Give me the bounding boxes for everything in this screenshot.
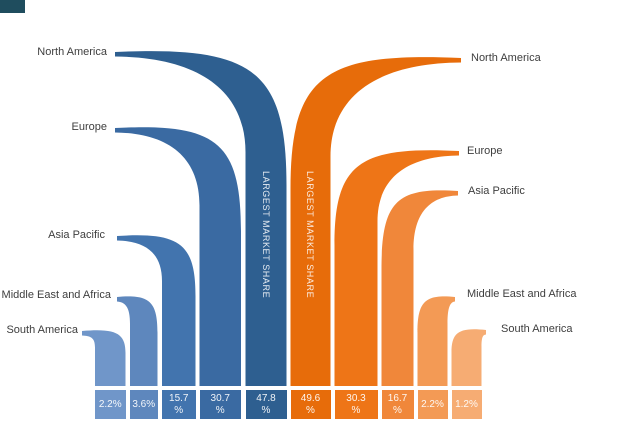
petal-left-south-america — [82, 330, 126, 386]
region-label-right-middle-east-and-africa: Middle East and Africa — [467, 288, 577, 300]
caption-left-column: LARGEST MARKET SHARE — [261, 171, 271, 299]
band-cell-right-south-america: 1.2% — [451, 390, 482, 419]
band-cell-left-europe: 30.7 % — [199, 390, 241, 419]
region-label-right-north-america: North America — [471, 52, 541, 64]
band-cell-left-south-america: 2.2% — [95, 390, 126, 419]
region-label-right-europe: Europe — [467, 145, 503, 157]
caption-right-column: LARGEST MARKET SHARE — [305, 171, 315, 299]
petal-left-middle-east-and-africa — [117, 296, 158, 386]
region-label-right-south-america: South America — [501, 323, 573, 335]
petal-left-north-america — [115, 51, 287, 386]
region-label-left-europe: Europe — [71, 121, 107, 133]
petal-right-south-america — [451, 329, 486, 386]
petal-left-europe — [115, 127, 241, 386]
petal-right-middle-east-and-africa — [417, 296, 455, 386]
petal-right-europe — [334, 150, 459, 386]
band-cell-right-middle-east-and-africa: 2.2% — [417, 390, 448, 419]
region-label-left-middle-east-and-africa: Middle East and Africa — [1, 289, 111, 301]
region-label-left-asia-pacific: Asia Pacific — [48, 229, 105, 241]
region-label-left-north-america: North America — [37, 46, 107, 58]
band-cell-right-asia-pacific: 16.7 % — [381, 390, 414, 419]
corner-mark — [0, 0, 25, 13]
petal-right-asia-pacific — [381, 190, 458, 386]
region-label-right-asia-pacific: Asia Pacific — [468, 185, 525, 197]
band-cell-right-europe: 30.3 % — [334, 390, 378, 419]
region-label-left-south-america: South America — [6, 324, 78, 336]
petal-left-asia-pacific — [117, 235, 196, 386]
petal-right-north-america — [290, 57, 461, 386]
band-cell-left-asia-pacific: 15.7 % — [162, 390, 196, 419]
band-cell-left-north-america: 47.8 % — [245, 390, 287, 419]
band-cell-left-middle-east-and-africa: 3.6% — [130, 390, 158, 419]
band-cell-right-north-america: 49.6 % — [290, 390, 331, 419]
